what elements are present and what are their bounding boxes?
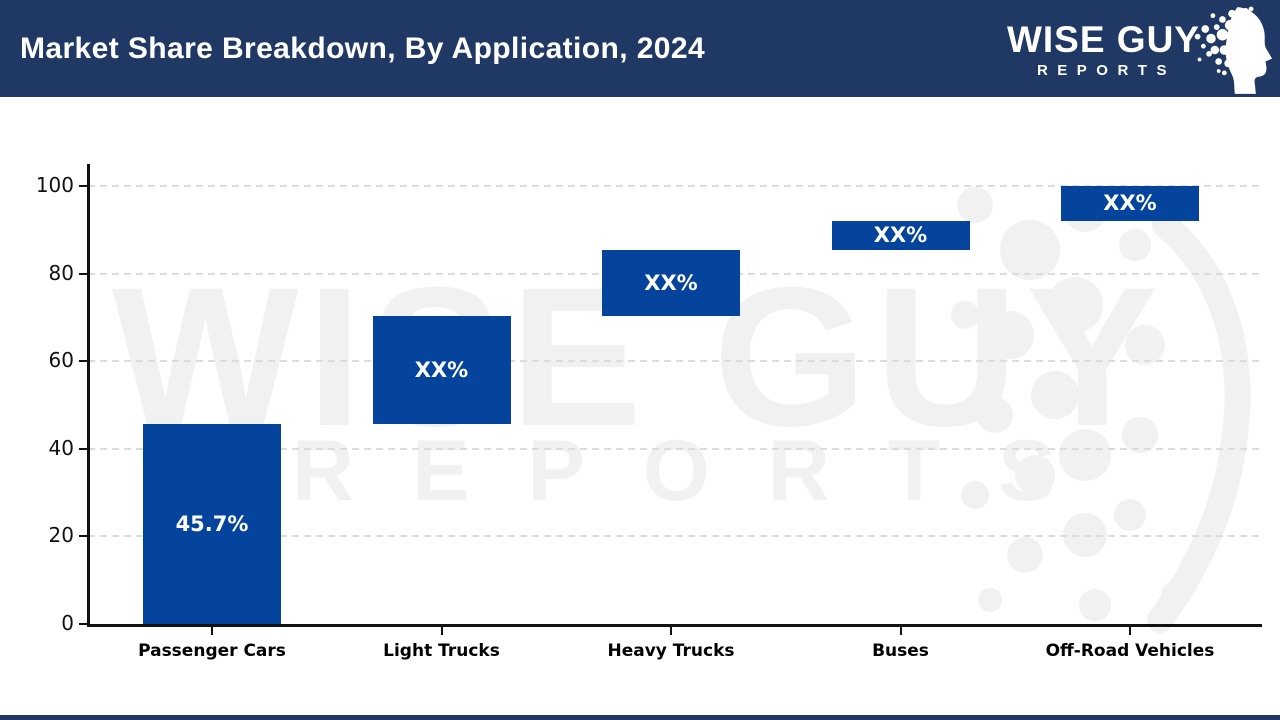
gridline	[88, 360, 1262, 363]
y-tick-mark	[79, 272, 88, 275]
bar-value-label: XX%	[1103, 191, 1157, 216]
x-axis-line	[87, 624, 1262, 627]
bar-buses: XX%	[831, 220, 970, 251]
bar-heavy-trucks: XX%	[602, 250, 740, 317]
footer-band	[0, 715, 1280, 720]
y-tick-label: 0	[61, 611, 74, 635]
x-tick-label: Buses	[872, 641, 929, 661]
y-tick-mark	[79, 360, 88, 363]
logo-head-icon	[1194, 6, 1273, 94]
page-title: Market Share Breakdown, By Application, …	[20, 31, 706, 65]
gridline	[88, 535, 1262, 538]
y-tick-mark	[79, 185, 88, 187]
x-tick-mark	[670, 627, 672, 635]
x-tick-mark	[440, 627, 443, 635]
logo-wordmark-block: WISE GUY REPORTS	[1007, 21, 1200, 79]
x-tick-label: Passenger Cars	[138, 641, 286, 661]
bar-value-label: XX%	[644, 271, 698, 296]
y-tick-label: 20	[48, 523, 74, 548]
watermark-head-icon	[951, 187, 1251, 633]
x-tick-label: Off-Road Vehicles	[1045, 641, 1215, 661]
bar-light-trucks: XX%	[372, 316, 511, 424]
bar-passenger-cars: 45.7%	[143, 423, 281, 624]
gridline	[88, 185, 1262, 187]
y-tick-label: 40	[48, 435, 74, 460]
watermark-subtitle: REPORTS	[292, 423, 1114, 519]
gridline	[88, 447, 1262, 450]
x-tick-mark	[899, 627, 902, 635]
bar-value-label: XX%	[414, 357, 469, 382]
logo-subtitle: REPORTS	[1036, 61, 1176, 79]
header-band: Market Share Breakdown, By Application, …	[0, 0, 1280, 97]
y-tick-mark	[79, 535, 88, 538]
y-tick-label: 60	[48, 348, 74, 373]
wise-guy-logo: WISE GUY REPORTS	[1007, 4, 1274, 96]
bar-off-road-vehicles: XX%	[1061, 186, 1199, 221]
bar-value-label: 45.7%	[175, 511, 249, 536]
y-tick-mark	[79, 623, 88, 625]
x-tick-label: Light Trucks	[383, 641, 500, 661]
y-tick-label: 100	[35, 173, 74, 197]
x-tick-label: Heavy Trucks	[607, 641, 735, 661]
logo-wordmark: WISE GUY	[1006, 18, 1200, 60]
bar-value-label: XX%	[873, 223, 928, 248]
y-axis-line	[87, 164, 90, 626]
x-tick-mark	[1129, 627, 1131, 635]
y-tick-label: 80	[48, 260, 74, 285]
y-tick-mark	[79, 447, 88, 450]
x-tick-mark	[211, 627, 213, 635]
